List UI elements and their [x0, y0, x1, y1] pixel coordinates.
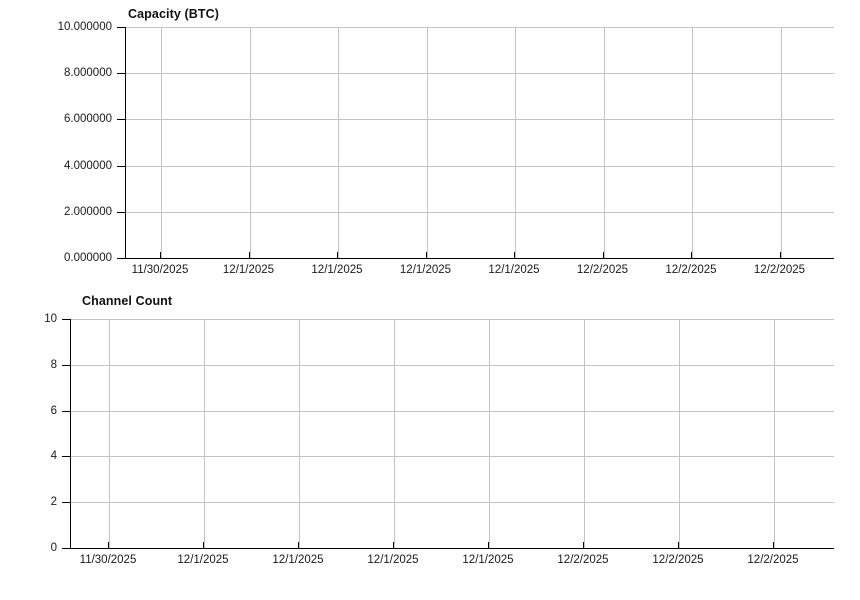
gridline-vertical — [338, 27, 339, 258]
gridline-horizontal — [71, 319, 834, 320]
y-axis-tick-label: 2 — [50, 496, 57, 509]
x-axis-tick — [248, 252, 250, 258]
x-axis-tick-label: 12/1/2025 — [462, 554, 514, 566]
y-axis-tick — [62, 319, 70, 320]
x-axis-tick — [514, 252, 515, 258]
gridline-vertical — [161, 27, 162, 258]
x-axis-tick-label: 12/2/2025 — [652, 554, 704, 566]
y-axis-tick-label: 2.000000 — [64, 205, 112, 218]
x-axis-tick-label: 12/2/2025 — [747, 554, 799, 566]
y-axis-tick — [117, 165, 125, 167]
y-axis-tick-label: 0.000000 — [64, 252, 112, 264]
gridline-horizontal — [71, 456, 834, 458]
x-axis-tick — [583, 542, 584, 548]
x-axis-tick-label: 12/1/2025 — [367, 554, 419, 566]
y-axis-tick-label: 8.000000 — [64, 67, 112, 80]
x-axis-tick-label: 12/1/2025 — [177, 554, 229, 566]
gridline-vertical — [204, 319, 205, 548]
capacity-plot-area[interactable] — [125, 27, 834, 259]
y-axis-tick — [62, 456, 70, 458]
x-axis-tick-label: 12/2/2025 — [576, 264, 629, 276]
x-axis-tick — [393, 542, 394, 548]
x-axis-tick — [691, 252, 692, 258]
x-axis-tick — [425, 252, 427, 258]
y-axis-tick-label: 0 — [50, 542, 57, 554]
y-axis-tick — [62, 364, 70, 366]
x-axis-tick — [602, 252, 604, 258]
y-axis-tick — [62, 502, 70, 504]
y-axis-tick-label: 4 — [50, 450, 57, 463]
gridline-horizontal — [71, 502, 834, 504]
x-axis-tick — [298, 542, 299, 548]
gridline-horizontal — [126, 119, 834, 121]
y-axis-tick — [117, 211, 125, 213]
y-axis-tick — [117, 27, 125, 28]
gridline-vertical — [426, 27, 428, 258]
gridline-horizontal — [126, 27, 834, 28]
y-axis-tick — [117, 119, 125, 121]
gridline-vertical — [249, 27, 251, 258]
y-axis-tick — [62, 548, 70, 549]
x-axis-tick — [108, 542, 109, 548]
channel-count-chart-title: Channel Count — [82, 294, 173, 308]
y-axis-tick-label: 6 — [50, 404, 57, 417]
y-axis-tick-label: 10 — [44, 313, 57, 325]
x-axis-tick-label: 11/30/2025 — [131, 264, 189, 276]
x-axis-tick-label: 12/2/2025 — [665, 264, 717, 276]
gridline-horizontal — [126, 165, 834, 167]
capacity-chart-panel: Capacity (BTC) 10.000000 8.000000 6.000000… — [0, 0, 860, 290]
gridline-vertical — [299, 319, 300, 548]
gridline-vertical — [109, 319, 110, 548]
y-axis-tick — [117, 258, 125, 259]
x-axis-tick-label: 12/1/2025 — [399, 264, 452, 276]
x-axis-tick-label: 12/1/2025 — [488, 264, 540, 276]
x-axis-tick-label: 12/2/2025 — [753, 264, 806, 276]
x-axis-tick — [337, 252, 338, 258]
gridline-horizontal — [71, 410, 834, 412]
x-axis-tick — [678, 542, 679, 548]
channel-count-plot-area[interactable] — [70, 319, 834, 549]
gridline-horizontal — [126, 73, 834, 75]
x-axis-tick — [160, 252, 161, 258]
x-axis-tick-label: 12/1/2025 — [311, 264, 363, 276]
gridline-vertical — [394, 319, 395, 548]
y-axis-tick-label: 4.000000 — [64, 159, 112, 172]
x-axis-tick — [203, 542, 204, 548]
x-axis-tick — [779, 252, 781, 258]
y-axis-tick — [62, 410, 70, 412]
gridline-horizontal — [126, 211, 834, 213]
gridline-vertical — [774, 319, 775, 548]
y-axis-tick-label: 8 — [50, 358, 57, 371]
gridline-vertical — [603, 27, 605, 258]
gridline-vertical — [679, 319, 680, 548]
gridline-vertical — [515, 27, 516, 258]
x-axis-tick-label: 12/1/2025 — [272, 554, 324, 566]
y-axis-tick — [117, 73, 125, 75]
channel-count-chart-panel: Channel Count 10 8 6 4 2 0 11/30/2025 12/1/2025… — [0, 290, 860, 590]
capacity-chart-title: Capacity (BTC) — [128, 7, 219, 21]
x-axis-tick-label: 11/30/2025 — [79, 554, 137, 566]
gridline-vertical — [780, 27, 782, 258]
x-axis-tick-label: 12/1/2025 — [222, 264, 275, 276]
x-axis-tick — [488, 542, 489, 548]
gridline-horizontal — [71, 364, 834, 366]
gridline-vertical — [692, 27, 693, 258]
gridline-vertical — [584, 319, 585, 548]
x-axis-tick-label: 12/2/2025 — [557, 554, 609, 566]
y-axis-tick-label: 10.000000 — [57, 21, 112, 33]
y-axis-tick-label: 6.000000 — [64, 113, 112, 126]
gridline-vertical — [489, 319, 490, 548]
x-axis-tick — [773, 542, 774, 548]
